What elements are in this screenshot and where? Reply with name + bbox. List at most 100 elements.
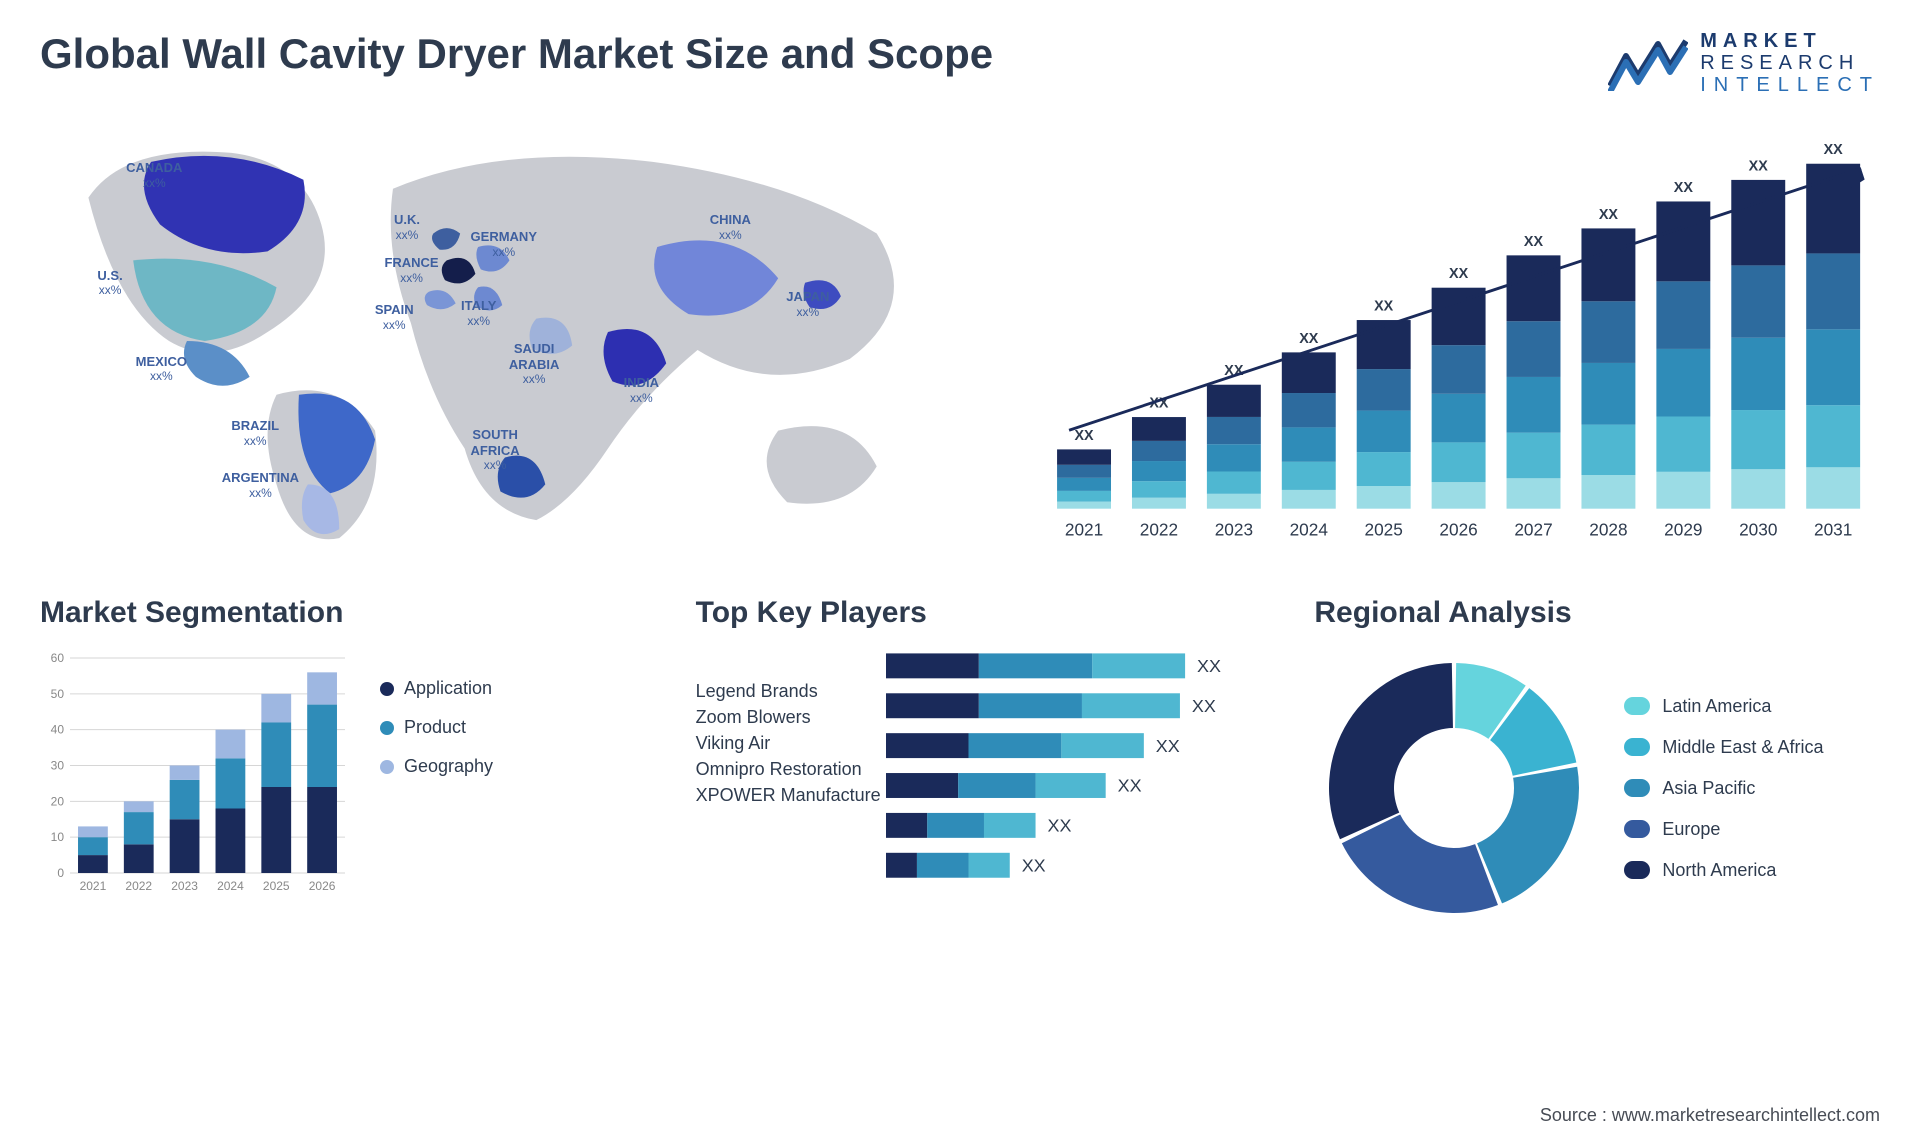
svg-text:XX: XX xyxy=(1021,855,1045,875)
regional-donut xyxy=(1314,648,1594,928)
svg-text:XX: XX xyxy=(1524,234,1544,250)
svg-text:XX: XX xyxy=(1299,331,1319,347)
regional-legend: Latin America Middle East & Africa Asia Pa… xyxy=(1624,696,1823,881)
svg-text:XX: XX xyxy=(1449,266,1469,282)
svg-text:2025: 2025 xyxy=(263,879,290,893)
svg-text:XX: XX xyxy=(1674,180,1694,196)
map-label-germany: GERMANYxx% xyxy=(471,229,537,259)
forecast-chart: XX 2021 XX 2022 XX 2023 XX 2024 XX 2025 XX 2026 XX 20… xyxy=(1037,126,1880,556)
logo-line3: INTELLECT xyxy=(1700,74,1880,96)
svg-text:2026: 2026 xyxy=(309,879,336,893)
players-panel: Top Key Players Legend BrandsZoom Blower… xyxy=(696,596,1285,928)
legend-marker-icon xyxy=(380,682,394,696)
svg-text:2025: 2025 xyxy=(1364,520,1402,540)
player-label: XPOWER Manufacture xyxy=(696,783,886,808)
svg-text:2027: 2027 xyxy=(1514,520,1552,540)
map-label-china: CHINAxx% xyxy=(710,212,751,242)
svg-text:2023: 2023 xyxy=(1214,520,1252,540)
player-label xyxy=(696,653,886,678)
brand-logo: MARKET RESEARCH INTELLECT xyxy=(1608,30,1880,96)
svg-text:20: 20 xyxy=(51,794,65,808)
player-label: Legend Brands xyxy=(696,679,886,704)
players-labels: Legend BrandsZoom BlowersViking AirOmnip… xyxy=(696,648,886,928)
svg-text:XX: XX xyxy=(1599,207,1619,223)
map-label-italy: ITALYxx% xyxy=(461,298,496,328)
map-label-spain: SPAINxx% xyxy=(375,302,414,332)
svg-text:40: 40 xyxy=(51,723,65,737)
legend-marker-icon xyxy=(380,760,394,774)
world-map: CANADAxx% U.S.xx% MEXICOxx% BRAZILxx% ARGENT… xyxy=(40,126,997,556)
map-label-brazil: BRAZILxx% xyxy=(231,418,279,448)
legend-marker-icon xyxy=(1624,861,1650,879)
segmentation-legend-item: Product xyxy=(380,717,493,738)
svg-text:2022: 2022 xyxy=(1140,520,1178,540)
svg-text:10: 10 xyxy=(51,830,65,844)
header: Global Wall Cavity Dryer Market Size and… xyxy=(40,30,1880,96)
regional-legend-item: Asia Pacific xyxy=(1624,778,1823,799)
legend-label: Application xyxy=(404,678,492,699)
svg-text:2021: 2021 xyxy=(1065,520,1103,540)
map-label-south_africa: SOUTHAFRICAxx% xyxy=(471,427,520,473)
svg-text:XX: XX xyxy=(1155,736,1179,756)
svg-text:0: 0 xyxy=(57,866,64,880)
segmentation-legend-item: Application xyxy=(380,678,493,699)
segmentation-legend: Application Product Geography xyxy=(380,648,493,898)
svg-text:2023: 2023 xyxy=(171,879,198,893)
logo-text: MARKET RESEARCH INTELLECT xyxy=(1700,30,1880,96)
legend-label: Geography xyxy=(404,756,493,777)
segmentation-chart: 0102030405060202120222023202420252026 xyxy=(40,648,350,898)
segmentation-panel: Market Segmentation 01020304050602021202… xyxy=(40,596,666,928)
segmentation-title: Market Segmentation xyxy=(40,596,666,630)
legend-marker-icon xyxy=(1624,738,1650,756)
legend-marker-icon xyxy=(1624,697,1650,715)
map-label-france: FRANCExx% xyxy=(384,255,438,285)
map-label-saudi: SAUDIARABIAxx% xyxy=(509,341,560,387)
svg-text:XX: XX xyxy=(1197,656,1221,676)
page-title: Global Wall Cavity Dryer Market Size and… xyxy=(40,30,993,78)
legend-marker-icon xyxy=(1624,779,1650,797)
svg-text:XX: XX xyxy=(1074,428,1094,444)
regional-legend-item: North America xyxy=(1624,860,1823,881)
svg-text:XX: XX xyxy=(1191,696,1215,716)
svg-text:XX: XX xyxy=(1117,776,1141,796)
svg-text:2021: 2021 xyxy=(80,879,107,893)
svg-text:2029: 2029 xyxy=(1664,520,1702,540)
svg-text:XX: XX xyxy=(1748,158,1768,174)
logo-mark-icon xyxy=(1608,36,1688,91)
map-label-japan: JAPANxx% xyxy=(786,289,829,319)
svg-text:2024: 2024 xyxy=(217,879,244,893)
players-chart: XXXXXXXXXXXX xyxy=(886,648,1285,928)
player-label: Omnipro Restoration xyxy=(696,757,886,782)
players-title: Top Key Players xyxy=(696,596,1285,630)
legend-label: Latin America xyxy=(1662,696,1771,717)
map-label-usa: U.S.xx% xyxy=(97,268,122,298)
svg-text:XX: XX xyxy=(1374,298,1394,314)
legend-label: Europe xyxy=(1662,819,1720,840)
legend-marker-icon xyxy=(380,721,394,735)
svg-text:50: 50 xyxy=(51,687,65,701)
legend-label: Product xyxy=(404,717,466,738)
legend-label: Middle East & Africa xyxy=(1662,737,1823,758)
map-label-argentina: ARGENTINAxx% xyxy=(222,470,299,500)
svg-text:2024: 2024 xyxy=(1289,520,1328,540)
regional-legend-item: Europe xyxy=(1624,819,1823,840)
source-attribution: Source : www.marketresearchintellect.com xyxy=(1540,1105,1880,1126)
map-label-canada: CANADAxx% xyxy=(126,160,182,190)
svg-text:2026: 2026 xyxy=(1439,520,1477,540)
svg-text:2030: 2030 xyxy=(1739,520,1777,540)
map-label-mexico: MEXICOxx% xyxy=(136,354,187,384)
map-label-uk: U.K.xx% xyxy=(394,212,420,242)
logo-line1: MARKET xyxy=(1700,30,1880,52)
svg-text:30: 30 xyxy=(51,759,65,773)
player-label: Zoom Blowers xyxy=(696,705,886,730)
logo-line2: RESEARCH xyxy=(1700,52,1880,74)
svg-text:XX: XX xyxy=(1047,816,1071,836)
legend-label: Asia Pacific xyxy=(1662,778,1755,799)
player-label: Viking Air xyxy=(696,731,886,756)
legend-marker-icon xyxy=(1624,820,1650,838)
svg-text:2028: 2028 xyxy=(1589,520,1627,540)
svg-text:2022: 2022 xyxy=(125,879,152,893)
svg-text:2031: 2031 xyxy=(1814,520,1852,540)
map-label-india: INDIAxx% xyxy=(624,375,659,405)
segmentation-legend-item: Geography xyxy=(380,756,493,777)
